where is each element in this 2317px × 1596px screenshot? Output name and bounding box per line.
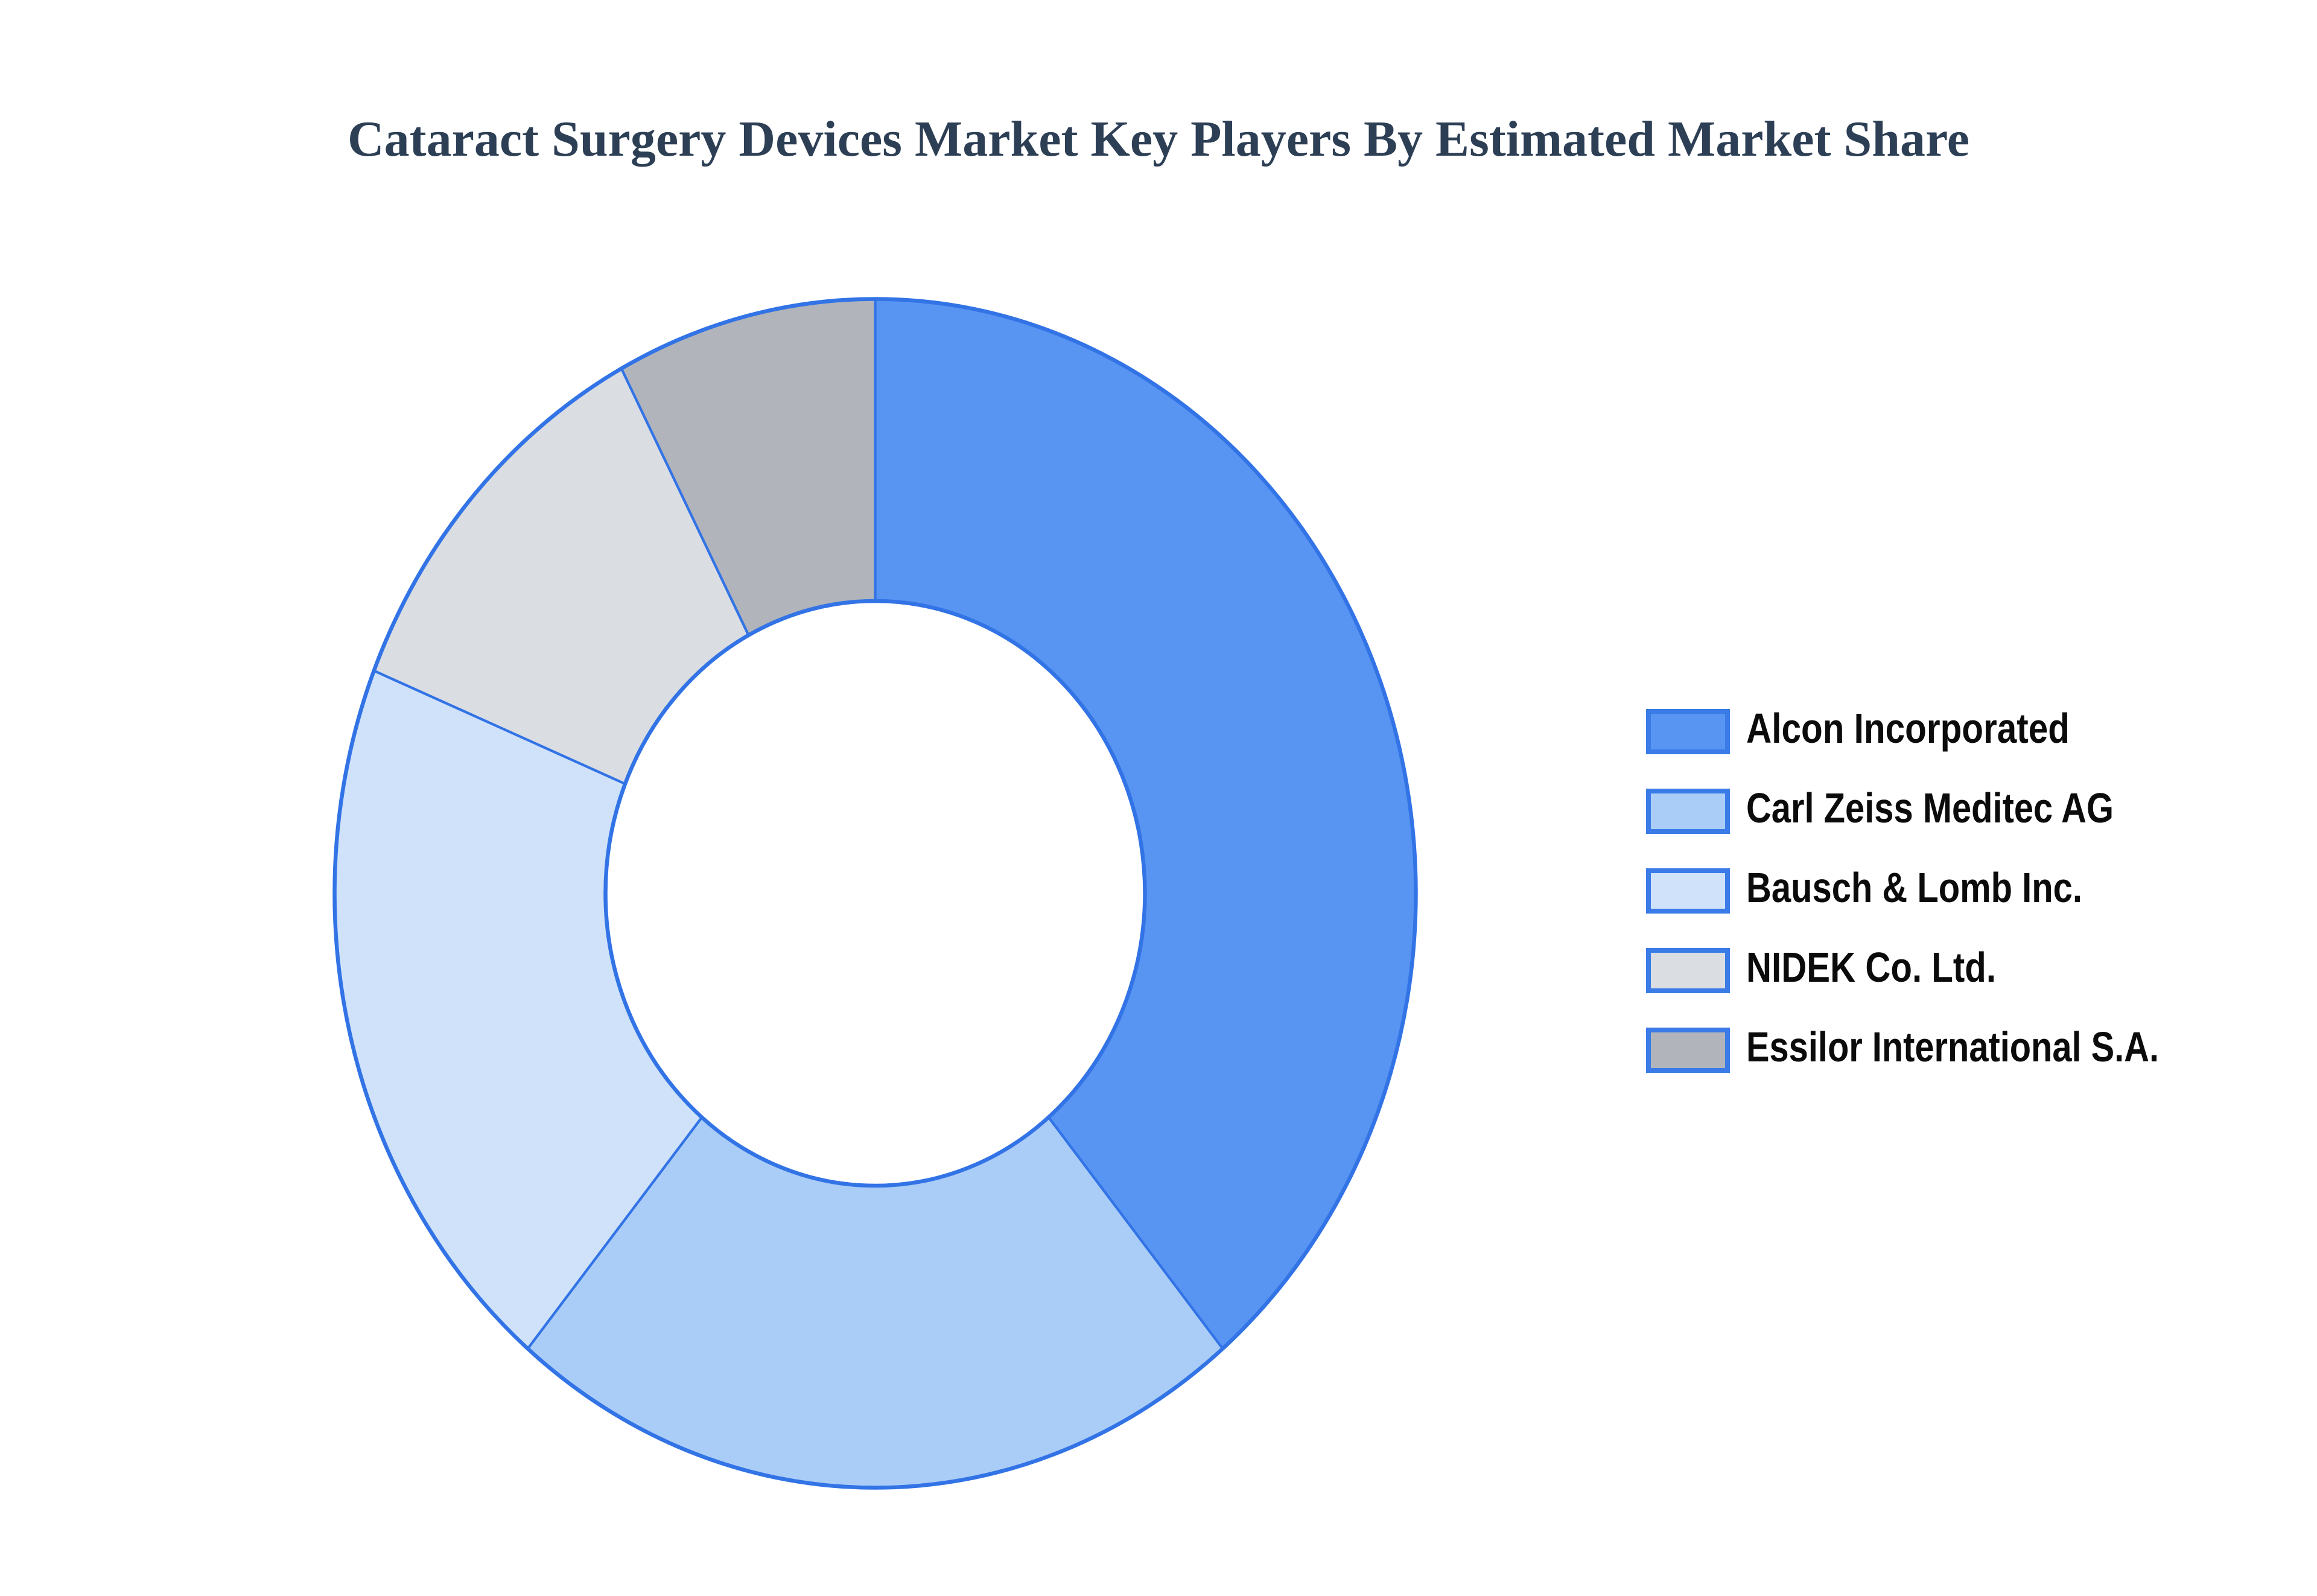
svg-text:Carl Zeiss Meditec AG: Carl Zeiss Meditec AG <box>1746 784 2114 831</box>
svg-text:NIDEK Co. Ltd.: NIDEK Co. Ltd. <box>1746 944 1996 991</box>
svg-text:Cataract Surgery Devices Marke: Cataract Surgery Devices Market Key Play… <box>348 111 1969 167</box>
svg-text:Bausch & Lomb Inc.: Bausch & Lomb Inc. <box>1746 864 2082 911</box>
svg-text:Essilor International S.A.: Essilor International S.A. <box>1746 1023 2159 1070</box>
svg-text:Alcon Incorporated: Alcon Incorporated <box>1746 705 2070 752</box>
